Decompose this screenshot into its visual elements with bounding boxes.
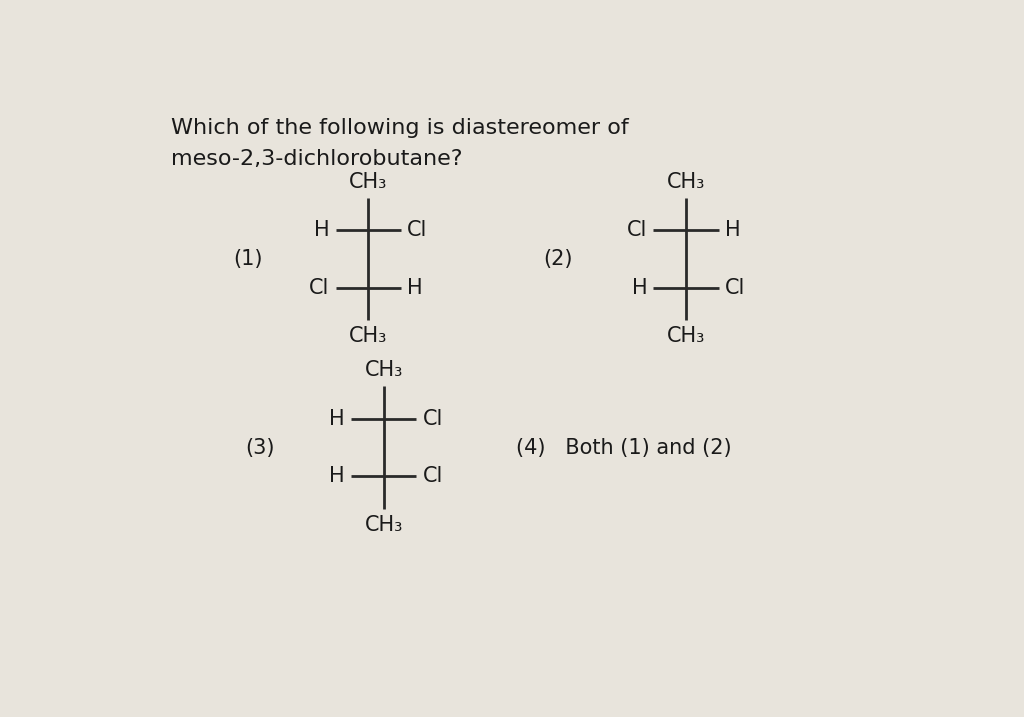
Text: H: H [314,220,330,240]
Text: CH₃: CH₃ [365,515,402,535]
Text: H: H [407,277,423,298]
Text: Cl: Cl [423,467,442,486]
Text: Cl: Cl [309,277,330,298]
Text: Cl: Cl [725,277,745,298]
Text: CH₃: CH₃ [349,171,387,191]
Text: Cl: Cl [627,220,647,240]
Text: H: H [330,467,345,486]
Text: CH₃: CH₃ [667,171,706,191]
Text: Which of the following is diastereomer of: Which of the following is diastereomer o… [171,118,629,138]
Text: (2): (2) [544,249,572,269]
Text: H: H [330,409,345,429]
Text: CH₃: CH₃ [365,360,402,380]
Text: (3): (3) [245,437,274,457]
Text: (1): (1) [233,249,263,269]
Text: Cl: Cl [407,220,427,240]
Text: H: H [632,277,647,298]
Text: CH₃: CH₃ [667,326,706,346]
Text: CH₃: CH₃ [349,326,387,346]
Text: meso-2,3-dichlorobutane?: meso-2,3-dichlorobutane? [171,149,462,169]
Text: (4)   Both (1) and (2): (4) Both (1) and (2) [515,437,731,457]
Text: Cl: Cl [423,409,442,429]
Text: H: H [725,220,740,240]
